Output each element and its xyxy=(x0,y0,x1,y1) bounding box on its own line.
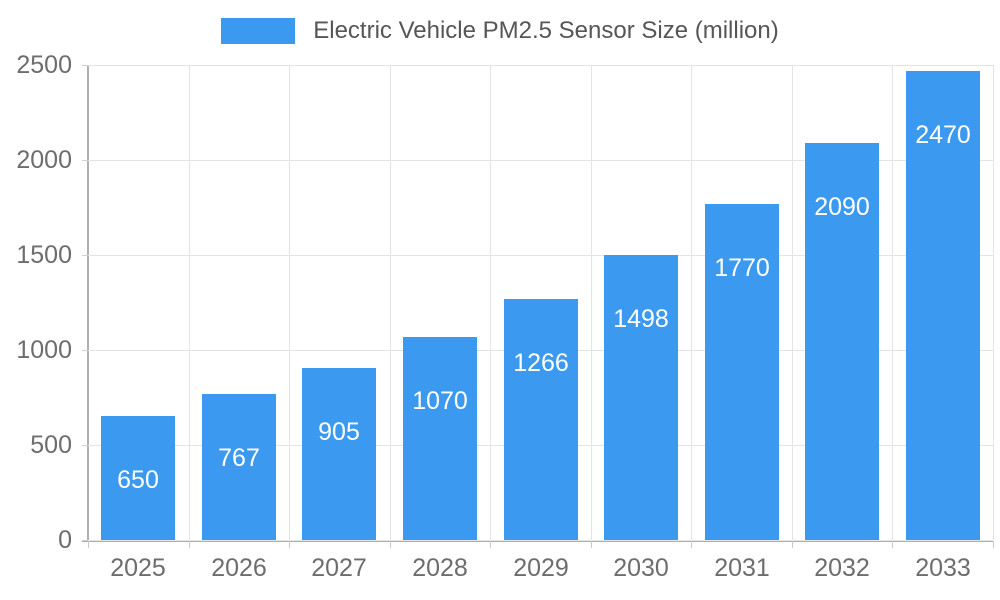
y-axis-tick-label: 2000 xyxy=(16,146,72,174)
bar-value-label: 767 xyxy=(218,444,260,472)
bar-2025[interactable]: 650 xyxy=(101,416,175,540)
x-axis-tick-mark xyxy=(591,541,592,548)
gridline-horizontal xyxy=(88,255,993,256)
x-axis-tick-label: 2029 xyxy=(513,554,569,582)
bar-2028[interactable]: 1070 xyxy=(403,337,477,540)
gridline-vertical xyxy=(289,65,290,540)
y-axis-tick-mark xyxy=(82,445,88,446)
x-axis-line xyxy=(82,540,993,542)
bar-value-label: 650 xyxy=(117,466,159,494)
gridline-vertical xyxy=(993,65,994,540)
bar-value-label: 2090 xyxy=(814,193,870,221)
x-axis-tick-mark xyxy=(390,541,391,548)
bar-value-label: 905 xyxy=(318,418,360,446)
gridline-vertical xyxy=(792,65,793,540)
legend-color-swatch-icon xyxy=(221,18,296,44)
y-axis-tick-label: 0 xyxy=(58,526,72,554)
x-axis-tick-mark xyxy=(490,541,491,548)
gridline-vertical xyxy=(892,65,893,540)
x-axis-tick-mark xyxy=(289,541,290,548)
x-axis-tick-label: 2026 xyxy=(211,554,267,582)
bar-2032[interactable]: 2090 xyxy=(805,143,879,540)
gridline-vertical xyxy=(490,65,491,540)
bar-value-label: 1266 xyxy=(513,349,569,377)
bar-value-label: 1770 xyxy=(714,254,770,282)
x-axis-tick-label: 2033 xyxy=(915,554,971,582)
y-axis-tick-mark xyxy=(82,65,88,66)
y-axis-tick-mark xyxy=(82,160,88,161)
x-axis-tick-label: 2031 xyxy=(714,554,770,582)
chart-legend: Electric Vehicle PM2.5 Sensor Size (mill… xyxy=(0,10,1000,52)
legend-item-label: Electric Vehicle PM2.5 Sensor Size (mill… xyxy=(313,17,779,44)
bar-2031[interactable]: 1770 xyxy=(705,204,779,540)
legend-item-electric-vehicle-pm25-sensor-size[interactable]: Electric Vehicle PM2.5 Sensor Size (mill… xyxy=(221,18,779,44)
x-axis-tick-label: 2025 xyxy=(110,554,166,582)
gridline-horizontal xyxy=(88,65,993,66)
x-axis-tick-mark xyxy=(189,541,190,548)
y-axis-tick-label: 500 xyxy=(30,431,72,459)
bar-2026[interactable]: 767 xyxy=(202,394,276,540)
bar-value-label: 1498 xyxy=(613,305,669,333)
x-axis-tick-mark xyxy=(88,541,89,548)
gridline-vertical xyxy=(691,65,692,540)
gridline-horizontal xyxy=(88,160,993,161)
gridline-vertical xyxy=(591,65,592,540)
x-axis-tick-mark xyxy=(993,541,994,548)
x-axis-tick-label: 2028 xyxy=(412,554,468,582)
bar-2033[interactable]: 2470 xyxy=(906,71,980,540)
gridline-vertical xyxy=(189,65,190,540)
y-axis-tick-mark xyxy=(82,540,88,541)
x-axis-tick-mark xyxy=(792,541,793,548)
x-axis-tick-mark xyxy=(892,541,893,548)
gridline-horizontal xyxy=(88,540,993,541)
x-axis-tick-mark xyxy=(691,541,692,548)
y-axis-tick-label: 1500 xyxy=(16,241,72,269)
x-axis-tick-label: 2030 xyxy=(613,554,669,582)
bar-2027[interactable]: 905 xyxy=(302,368,376,540)
bar-value-label: 1070 xyxy=(412,387,468,415)
y-axis-line xyxy=(87,65,89,541)
bar-value-label: 2470 xyxy=(915,121,971,149)
x-axis-tick-label: 2027 xyxy=(311,554,367,582)
x-axis-tick-label: 2032 xyxy=(814,554,870,582)
plot-area: 650 767 905 1070 1266 1498 1770 2090 2470 xyxy=(82,65,994,542)
gridline-vertical xyxy=(390,65,391,540)
y-axis-tick-mark xyxy=(82,350,88,351)
y-axis-tick-mark xyxy=(82,255,88,256)
bar-2030[interactable]: 1498 xyxy=(604,255,678,540)
bar-2029[interactable]: 1266 xyxy=(504,299,578,540)
y-axis-tick-label: 2500 xyxy=(16,51,72,79)
y-axis-tick-label: 1000 xyxy=(16,336,72,364)
